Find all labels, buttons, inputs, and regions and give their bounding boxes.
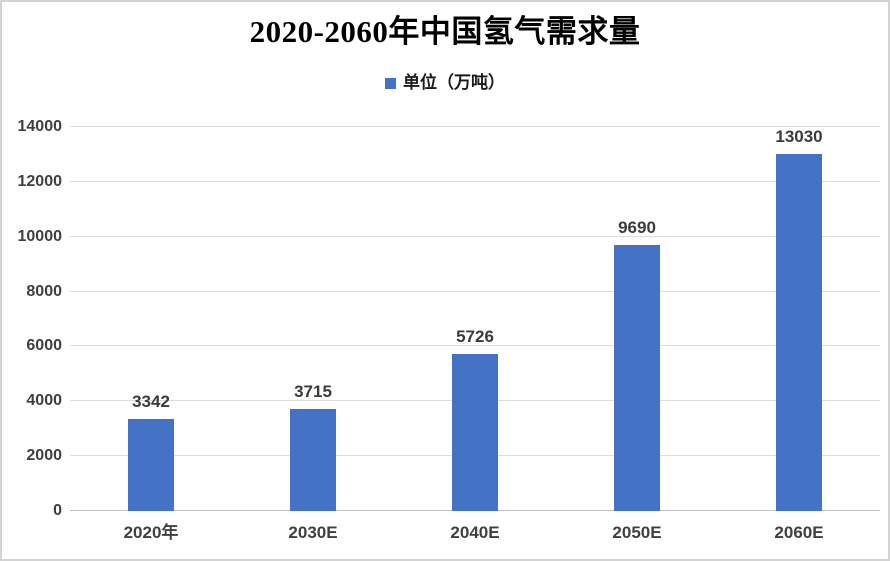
- bar-2030E: [290, 409, 336, 511]
- x-tick-label: 2040E: [450, 523, 500, 542]
- x-tick-label: 2020年: [123, 523, 179, 542]
- y-tick-label: 6000: [26, 337, 62, 355]
- bar-value-label: 3342: [132, 392, 170, 412]
- bar-value-label: 13030: [775, 126, 823, 146]
- bar-2040E: [452, 353, 498, 511]
- gridline: [70, 290, 880, 292]
- legend-label: 单位（万吨）: [403, 73, 505, 92]
- y-tick-label: 0: [53, 502, 62, 519]
- y-tick-label: 2000: [26, 447, 62, 465]
- x-axis-labels: 2020年 2030E 2040E 2050E 2060E: [70, 523, 880, 547]
- bar-value-label: 9690: [618, 218, 656, 238]
- legend-swatch-icon: [385, 77, 396, 89]
- y-tick-label: 4000: [26, 392, 62, 410]
- bar-2060E: [776, 153, 822, 511]
- gridline: [70, 180, 880, 182]
- x-tick-label: 2030E: [288, 523, 338, 542]
- bar-2050E: [614, 245, 660, 511]
- y-tick-label: 14000: [17, 118, 63, 135]
- bar-value-label: 5726: [456, 326, 494, 346]
- gridline: [70, 126, 880, 127]
- legend: 单位（万吨）: [2, 73, 888, 93]
- y-axis-labels: 0 2000 4000 6000 8000 10000 12000 14000: [2, 119, 63, 519]
- chart-title: 2020-2060年中国氢气需求量: [249, 14, 641, 49]
- y-tick-label: 12000: [17, 172, 63, 190]
- x-tick-label: 2050E: [612, 523, 662, 542]
- gridline: [70, 345, 880, 347]
- bar-2020年: [128, 419, 174, 511]
- y-tick-label: 10000: [17, 227, 63, 245]
- bar-value-label: 3715: [294, 382, 332, 402]
- y-tick-label: 8000: [26, 282, 62, 300]
- gridline: [70, 235, 880, 237]
- plot-area: 3342 3715 5726 9690 13030: [70, 126, 880, 511]
- x-tick-label: 2060E: [774, 523, 824, 542]
